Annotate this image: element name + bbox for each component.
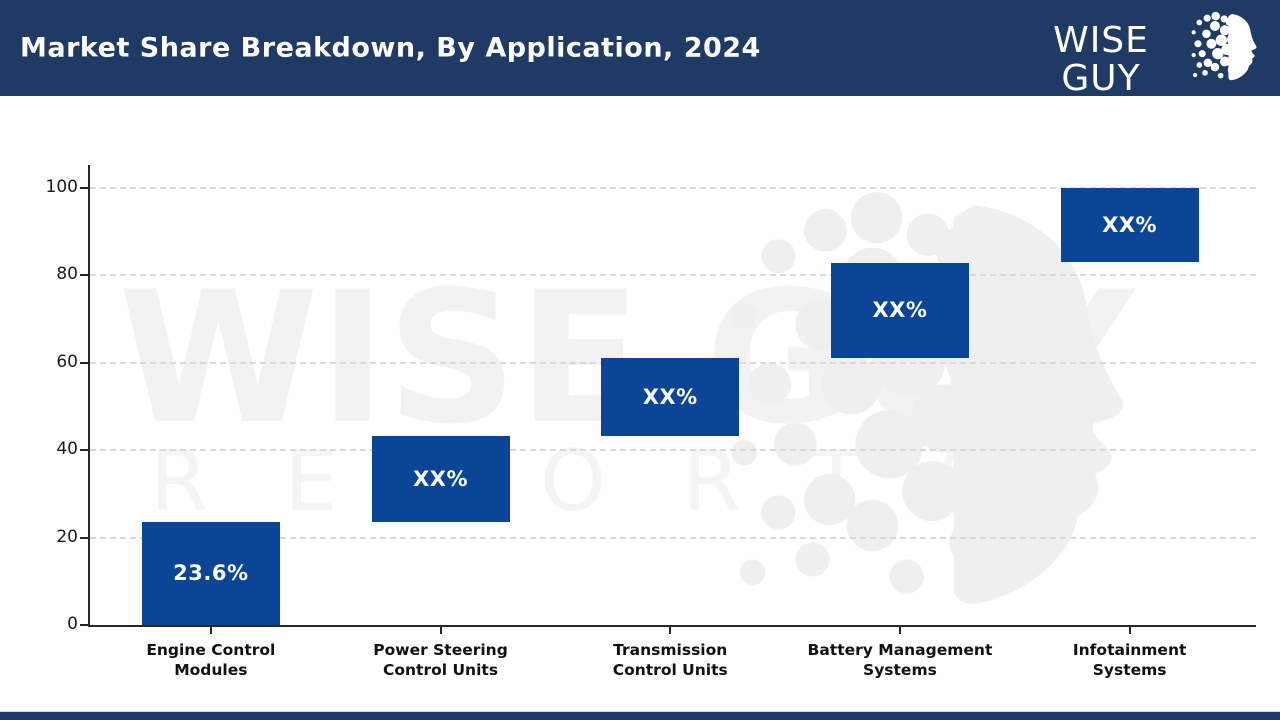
x-tick bbox=[439, 627, 442, 634]
x-tick bbox=[209, 627, 212, 634]
bar-value-label: 23.6% bbox=[173, 561, 249, 586]
category-label-line2: Systems bbox=[1092, 661, 1167, 679]
category-label-line1: Transmission bbox=[613, 641, 728, 659]
x-tick bbox=[669, 627, 672, 634]
x-tick bbox=[898, 627, 901, 634]
category-label-line2: Control Units bbox=[383, 661, 499, 679]
category-label: Infotainment Systems bbox=[1015, 640, 1245, 680]
y-tick-0 bbox=[80, 624, 88, 626]
bar-segment: XX% bbox=[601, 358, 740, 436]
category-label-line1: Power Steering bbox=[373, 641, 508, 659]
gridline-20 bbox=[90, 536, 1256, 539]
brand-logo: WISE GUY REPORTS bbox=[1016, 6, 1266, 115]
bar-segment: XX% bbox=[830, 262, 969, 358]
category-label: Power Steering Control Units bbox=[326, 640, 556, 680]
gridline-100 bbox=[90, 186, 1256, 189]
bar-value-label: XX% bbox=[872, 298, 928, 323]
bar-segment: XX% bbox=[1060, 187, 1199, 263]
category-label: Engine Control Modules bbox=[96, 640, 326, 680]
bar-segment: XX% bbox=[371, 436, 510, 522]
bar-segment: 23.6% bbox=[141, 521, 280, 625]
gridline-40 bbox=[90, 449, 1256, 451]
y-tick-40 bbox=[80, 449, 88, 451]
y-tick-80 bbox=[80, 274, 88, 276]
y-tick-label-100: 100 bbox=[45, 176, 78, 197]
brand-face-icon bbox=[1191, 11, 1257, 81]
y-tick-20 bbox=[80, 536, 88, 539]
footer-divider bbox=[0, 711, 1280, 712]
watermark-reports-text: REPORTS bbox=[150, 432, 1068, 530]
category-label-line2: Modules bbox=[174, 661, 248, 679]
brand-name: WISE GUY bbox=[1053, 20, 1149, 99]
brand-subname: REPORTS bbox=[1035, 100, 1173, 115]
category-label-line1: Engine Control bbox=[146, 641, 276, 659]
y-tick-label-20: 20 bbox=[56, 526, 78, 547]
footer-bar bbox=[0, 712, 1280, 720]
brand-text: WISE GUY REPORTS bbox=[1016, 20, 1186, 116]
bar-value-label: XX% bbox=[642, 385, 698, 410]
category-label-line1: Battery Management bbox=[807, 641, 993, 659]
y-tick-label-60: 60 bbox=[56, 351, 78, 372]
page-title: Market Share Breakdown, By Application, … bbox=[20, 32, 761, 64]
x-tick bbox=[1128, 627, 1131, 634]
y-axis-line bbox=[88, 165, 90, 627]
y-tick-label-40: 40 bbox=[56, 439, 78, 459]
header-banner: Market Share Breakdown, By Application, … bbox=[0, 0, 1280, 115]
bar-value-label: XX% bbox=[413, 466, 469, 491]
y-tick-100 bbox=[80, 186, 88, 189]
gridline-80 bbox=[90, 274, 1256, 276]
category-label: Transmission Control Units bbox=[555, 640, 785, 680]
x-axis-line bbox=[88, 625, 1256, 627]
category-label-line1: Infotainment bbox=[1072, 641, 1187, 659]
category-label: Battery Management Systems bbox=[785, 640, 1015, 680]
y-tick-60 bbox=[80, 361, 88, 364]
y-tick-label-0: 0 bbox=[67, 614, 78, 634]
bar-value-label: XX% bbox=[1102, 212, 1158, 237]
y-tick-label-80: 80 bbox=[56, 264, 78, 284]
category-label-line2: Control Units bbox=[612, 661, 728, 679]
category-label-line2: Systems bbox=[863, 661, 937, 679]
